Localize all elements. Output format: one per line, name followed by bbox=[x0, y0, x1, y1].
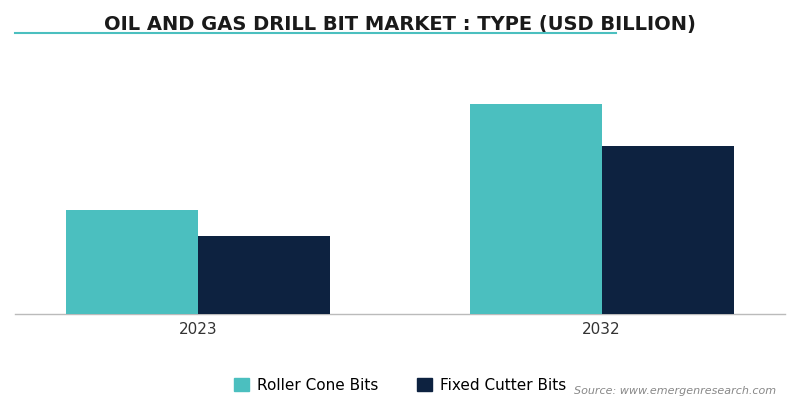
Bar bbox=[198, 236, 330, 314]
Title: OIL AND GAS DRILL BIT MARKET : TYPE (USD BILLION): OIL AND GAS DRILL BIT MARKET : TYPE (USD… bbox=[104, 15, 696, 34]
Text: Source: www.emergenresearch.com: Source: www.emergenresearch.com bbox=[574, 386, 776, 396]
Bar bbox=[66, 210, 198, 314]
Legend: Roller Cone Bits, Fixed Cutter Bits: Roller Cone Bits, Fixed Cutter Bits bbox=[228, 372, 572, 399]
Bar bbox=[602, 146, 734, 314]
Bar bbox=[470, 104, 602, 314]
